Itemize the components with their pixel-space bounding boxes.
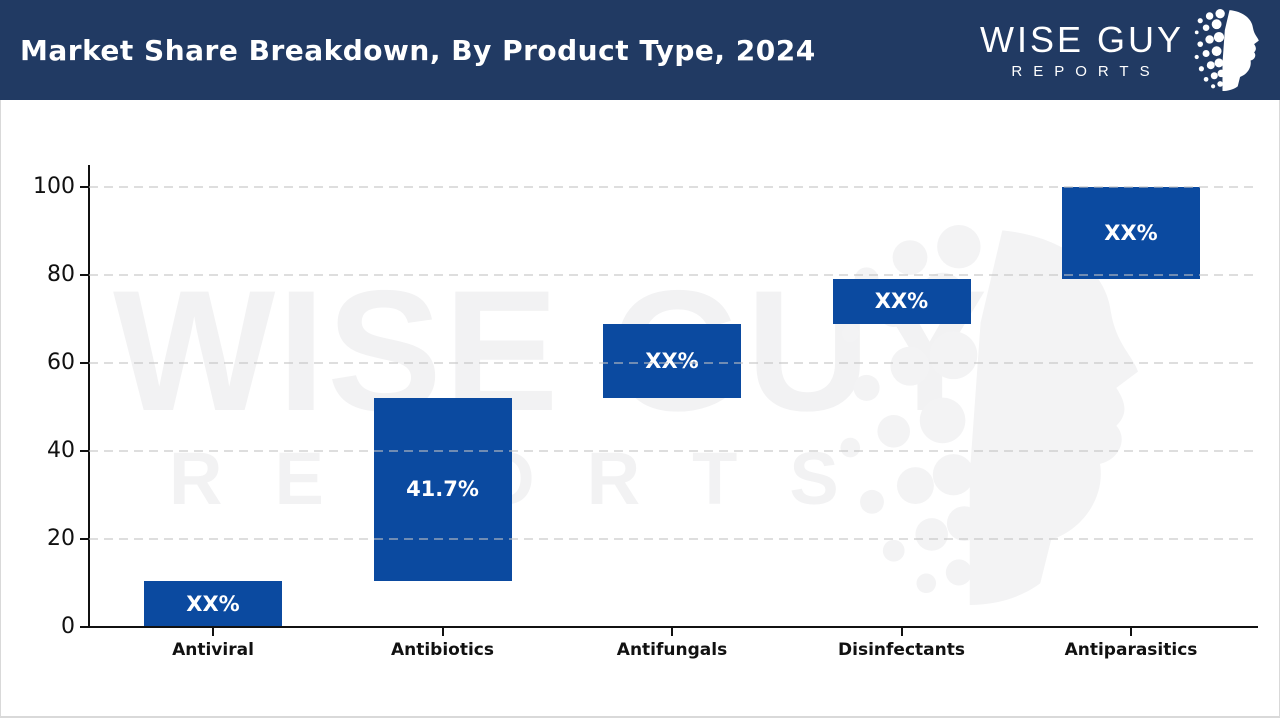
y-tick-label-60: 60 [47,350,75,375]
brand-wordmark: WISE GUY REPORTS [979,18,1184,80]
brand-wordmark-line1: WISE GUY [979,18,1184,60]
y-tick-mark-40 [80,450,88,452]
bar-antibiotics: 41.7% [373,397,512,582]
y-tick-mark-60 [80,362,88,364]
bar-value-label: XX% [1104,220,1158,245]
x-tick-mark [212,628,214,636]
bar-value-label: XX% [186,592,240,617]
x-tick-mark [671,628,673,636]
y-tick-mark-0 [80,626,88,628]
bar-value-label: 41.7% [406,477,479,502]
gridline-40 [89,450,1258,452]
x-tick-mark [1130,628,1132,636]
watermark-reports: REPORTS [169,437,891,520]
bar-antiparasitics: XX% [1062,187,1200,279]
bar-antifungals: XX% [603,324,741,398]
bar-disinfectants: XX% [832,278,971,325]
x-tick-mark [441,628,444,636]
x-tick-mark [900,628,903,636]
gridline-60 [89,362,1258,364]
x-axis [88,626,1258,628]
y-tick-mark-80 [80,274,88,276]
y-tick-label-100: 100 [33,174,75,199]
bottom-rule [0,716,1280,718]
bar-value-label: XX% [645,349,699,373]
x-category-label-antifungals: Antifungals [616,640,728,660]
y-tick-mark-100 [80,186,88,188]
gridline-100 [89,186,1258,188]
y-tick-label-0: 0 [61,614,75,639]
brand-logo: WISE GUY REPORTS [980,9,1280,91]
brand-wordmark-line2: REPORTS [1011,62,1161,80]
y-tick-label-40: 40 [47,438,75,463]
y-tick-label-20: 20 [47,526,75,551]
y-tick-mark-20 [80,538,88,540]
x-category-label-disinfectants: Disinfectants [838,640,965,660]
bar-value-label: XX% [874,289,929,314]
bar-antiviral: XX% [144,581,282,627]
y-tick-label-80: 80 [47,262,75,287]
x-category-label-antiparasitics: Antiparasitics [1064,640,1198,660]
page-title: Market Share Breakdown, By Product Type,… [20,33,816,67]
gridline-20 [89,538,1258,540]
chart-area: WISE GUY REPORTS 0 20 40 60 80 100 XX% Antivira… [0,100,1280,716]
y-axis [88,165,90,628]
header: Market Share Breakdown, By Product Type,… [0,0,1280,100]
head-dots-icon [1194,9,1259,91]
gridline-80 [89,274,1258,276]
x-category-label-antiviral: Antiviral [172,640,254,660]
x-category-label-antibiotics: Antibiotics [390,640,495,660]
